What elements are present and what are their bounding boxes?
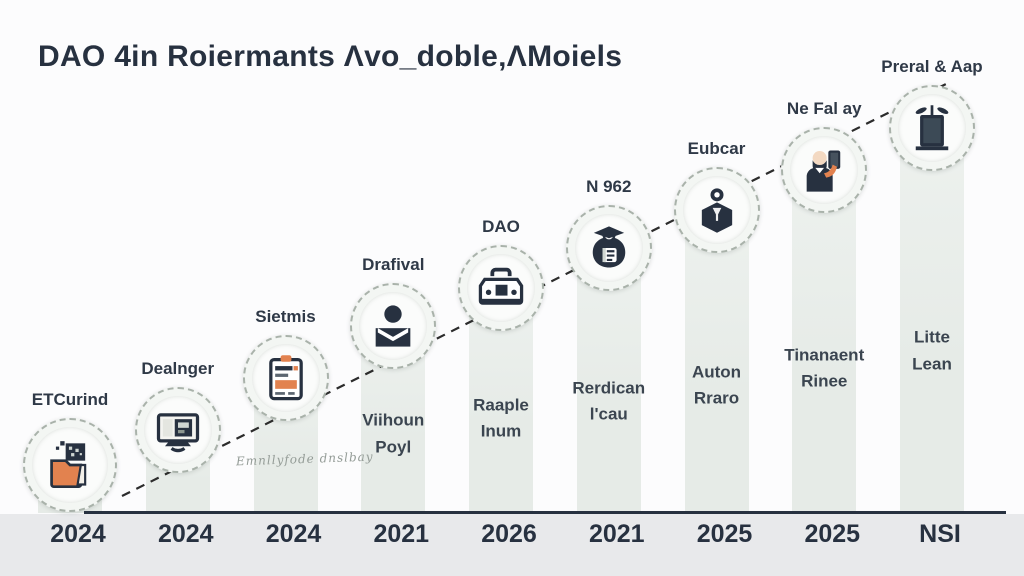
milestone-badge bbox=[458, 245, 544, 331]
milestone-badge-inner bbox=[574, 214, 643, 282]
milestone-sublabel-line: Lean bbox=[912, 354, 952, 374]
axis-baseline bbox=[84, 511, 1006, 514]
pixel-folder-icon bbox=[44, 439, 96, 491]
milestone-badge-inner bbox=[32, 427, 108, 503]
milestone-sublabel: Auton Rraro bbox=[671, 359, 763, 412]
milestone-label: DAO bbox=[482, 217, 520, 236]
milestone-label: Sietmis bbox=[255, 307, 316, 326]
milestone-sublabel: Litte Lean bbox=[886, 325, 978, 378]
milestone-sublabel: Raaple Inum bbox=[455, 392, 547, 445]
milestone-sublabel-line: Tinanaent bbox=[784, 345, 865, 365]
milestone-sublabel-line: Auton bbox=[691, 362, 742, 382]
milestone-badge-inner bbox=[467, 254, 535, 322]
milestone-bar: Litte Lean bbox=[900, 128, 964, 513]
year-label: 2024 bbox=[157, 520, 214, 548]
milestone-label: Preral & Aap bbox=[881, 57, 983, 76]
year-label: 2026 bbox=[481, 520, 537, 548]
milestone-label: Ne Fal ay bbox=[786, 99, 862, 118]
milestone-badge bbox=[242, 335, 329, 421]
milestone-badge bbox=[889, 85, 975, 171]
milestone-sublabel-line: Rraro bbox=[693, 388, 740, 408]
milestone-sublabel-line: Raaple bbox=[473, 395, 529, 415]
milestone-badge bbox=[134, 387, 221, 473]
milestone: Dealnger bbox=[124, 0, 232, 513]
milestone-label: N 962 bbox=[586, 177, 632, 196]
milestone-label: Dealnger bbox=[141, 359, 215, 378]
briefcase-icon bbox=[475, 262, 527, 314]
milestone-badge-inner bbox=[682, 176, 751, 244]
milestone-badge bbox=[350, 283, 437, 369]
year-label: 2025 bbox=[804, 520, 861, 548]
milestone-sublabel-line: Litte bbox=[914, 327, 950, 347]
milestone-label: ETCurind bbox=[31, 390, 109, 409]
person-cube-icon bbox=[691, 184, 743, 236]
milestone: Raaple Inum DAO bbox=[447, 0, 555, 513]
milestone-label: Eubcar bbox=[687, 139, 746, 158]
milestone: Litte Lean Preral & Aap bbox=[878, 0, 986, 513]
year-label: 2024 bbox=[265, 520, 322, 548]
milestone-badge-inner bbox=[790, 136, 859, 204]
year-label: NSI bbox=[919, 520, 961, 548]
year-label: 2024 bbox=[50, 520, 106, 548]
person-reading-icon bbox=[367, 300, 419, 352]
year-axis-strip: 2024 2024 2024 2021 2026 2021 2025 2025 NSI bbox=[0, 514, 1024, 576]
milestone-badge-inner bbox=[898, 94, 966, 162]
person-tablet-icon bbox=[798, 144, 850, 196]
milestone-badge-inner bbox=[143, 396, 212, 464]
page-title: DAO 4in Roiermants Λvo_doble‚ΛMoiels bbox=[38, 40, 623, 73]
milestone-badge bbox=[673, 167, 760, 253]
year-label: 2025 bbox=[696, 520, 753, 548]
year-label: 2021 bbox=[588, 520, 645, 548]
door-sprout-icon bbox=[906, 102, 958, 154]
milestone-bar: Auton Rraro bbox=[684, 210, 749, 513]
clipboard-icon bbox=[260, 352, 312, 404]
milestone: Viihoun Poyl Drafival bbox=[339, 0, 447, 513]
milestone-badge bbox=[23, 418, 117, 512]
milestone-label: Drafival bbox=[362, 255, 425, 274]
milestone-sublabel-line: Viihoun bbox=[362, 411, 425, 431]
milestone-bar: Tinanaent Rinee bbox=[784, 170, 864, 513]
milestone: Auton Rraro Eubcar bbox=[663, 0, 771, 513]
milestone-badge-inner bbox=[251, 344, 320, 412]
milestone-sublabel-line: l'cau bbox=[589, 404, 628, 424]
monitor-icon bbox=[152, 404, 204, 456]
milestone-sublabel: Tinanaent Rinee bbox=[778, 343, 870, 396]
milestone: ETCurind bbox=[16, 0, 124, 513]
milestone-sublabel: Rerdican l'cau bbox=[563, 375, 655, 428]
milestone: Rerdican l'cau N 962 bbox=[555, 0, 663, 513]
year-label: 2021 bbox=[373, 520, 430, 548]
milestone-badge-inner bbox=[359, 292, 428, 360]
milestone-sublabel-line: Rinee bbox=[801, 371, 848, 391]
graduate-book-icon bbox=[583, 222, 635, 274]
milestone-badge bbox=[781, 127, 868, 213]
milestone-sublabel-line: Inum bbox=[480, 421, 522, 441]
milestone-sublabel-line: Rerdican bbox=[572, 378, 646, 398]
milestone-badge bbox=[565, 205, 652, 291]
